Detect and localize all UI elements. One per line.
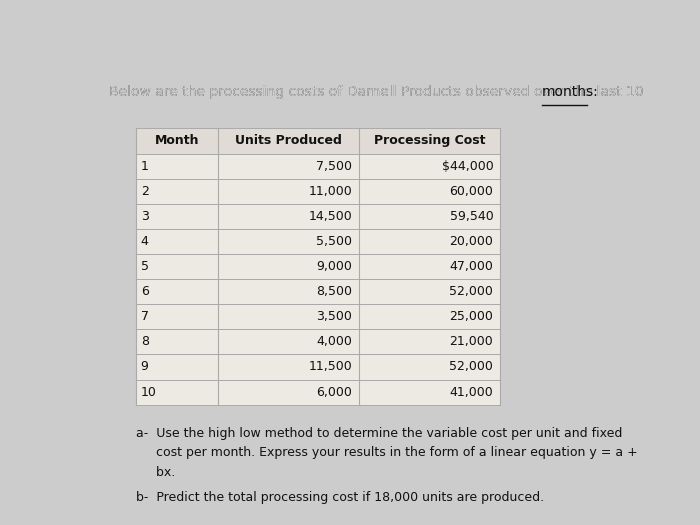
Text: months:: months: [542,85,598,99]
Text: Below are the processing costs of Darnell Products observed over the last 10: Below are the processing costs of Darnel… [109,85,648,99]
Bar [136,179,500,204]
Text: 2: 2 [141,185,148,198]
Text: 52,000: 52,000 [449,361,494,373]
Text: 3,500: 3,500 [316,310,352,323]
Text: 9: 9 [141,361,148,373]
Text: Month: Month [155,134,199,148]
Text: 60,000: 60,000 [449,185,494,198]
Text: 14,500: 14,500 [309,210,352,223]
Bar [136,354,500,380]
Bar [136,304,500,329]
Text: Units Produced: Units Produced [234,134,342,148]
Text: 5,500: 5,500 [316,235,352,248]
Text: 6: 6 [141,285,148,298]
Bar [136,279,500,304]
Text: $44,000: $44,000 [442,160,493,173]
Bar [136,254,500,279]
Text: 10: 10 [141,385,157,398]
Text: Processing Cost: Processing Cost [374,134,485,148]
Text: 1: 1 [141,160,148,173]
Bar [136,204,500,229]
Text: 6,000: 6,000 [316,385,352,398]
Text: 9,000: 9,000 [316,260,352,273]
Text: cost per month. Express your results in the form of a linear equation y = a +: cost per month. Express your results in … [136,446,638,459]
Text: 3: 3 [141,210,148,223]
Bar [136,128,500,154]
Text: 47,000: 47,000 [449,260,494,273]
Text: 8: 8 [141,335,148,349]
Text: 11,000: 11,000 [309,185,352,198]
Text: 8,500: 8,500 [316,285,352,298]
Bar [136,329,500,354]
Text: b-  Predict the total processing cost if 18,000 units are produced.: b- Predict the total processing cost if … [136,491,545,504]
Text: 21,000: 21,000 [449,335,494,349]
Bar [136,229,500,254]
Text: 59,540: 59,540 [449,210,494,223]
Text: 4,000: 4,000 [316,335,352,349]
Text: 20,000: 20,000 [449,235,494,248]
Text: 41,000: 41,000 [449,385,494,398]
Text: 11,500: 11,500 [309,361,352,373]
Text: 25,000: 25,000 [449,310,494,323]
Text: a-  Use the high low method to determine the variable cost per unit and fixed: a- Use the high low method to determine … [136,427,623,440]
Text: 4: 4 [141,235,148,248]
Text: 52,000: 52,000 [449,285,494,298]
Bar [136,154,500,179]
Bar [136,380,500,405]
Text: 5: 5 [141,260,148,273]
Text: 7,500: 7,500 [316,160,352,173]
Text: 7: 7 [141,310,148,323]
Text: bx.: bx. [136,466,176,479]
Text: Below are the processing costs of Darnell Products observed over the last 10 mon: Below are the processing costs of Darnel… [109,85,700,99]
